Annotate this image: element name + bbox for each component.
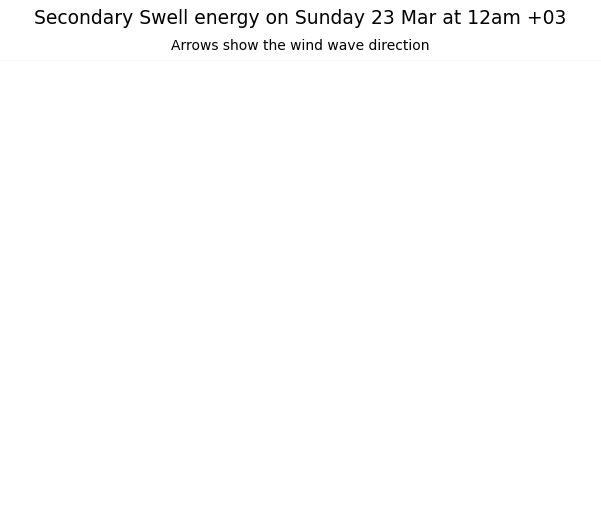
Text: Map requires Cartopy: Map requires Cartopy <box>195 275 406 294</box>
Text: Secondary Swell energy on Sunday 23 Mar at 12am +03: Secondary Swell energy on Sunday 23 Mar … <box>34 9 567 28</box>
Text: Arrows show the wind wave direction: Arrows show the wind wave direction <box>171 39 430 53</box>
